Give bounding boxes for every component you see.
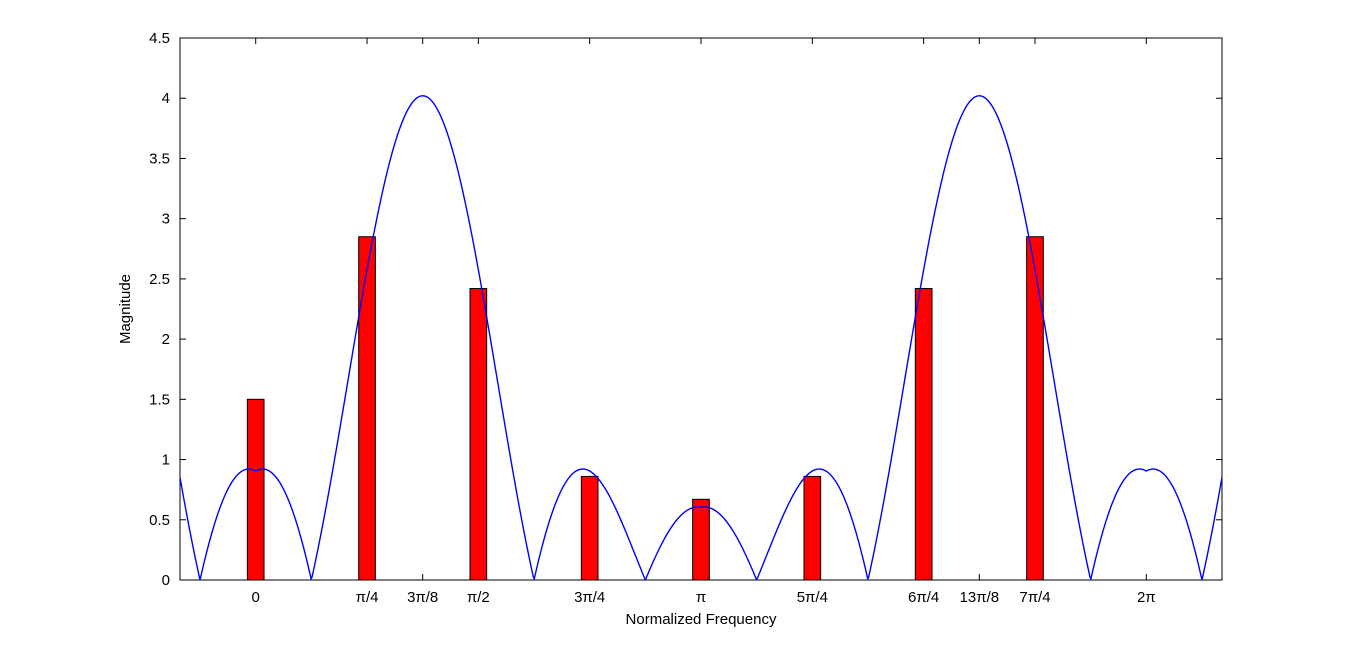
chart-bg xyxy=(0,0,1366,652)
dft-sample-bar xyxy=(359,237,376,580)
x-axis-label: Normalized Frequency xyxy=(626,611,777,628)
dft-sample-bar xyxy=(470,289,487,580)
y-axis-label: Magnitude xyxy=(117,274,134,344)
xtick-label: 3π/8 xyxy=(407,589,438,606)
dft-sample-bar xyxy=(247,399,264,580)
dft-sample-bar xyxy=(804,476,821,580)
ytick-label: 4 xyxy=(162,90,170,107)
ytick-label: 1 xyxy=(162,452,170,469)
xtick-label: 7π/4 xyxy=(1019,589,1050,606)
ytick-label: 2 xyxy=(162,331,170,348)
xtick-label: 2π xyxy=(1137,589,1156,606)
ytick-label: 3 xyxy=(162,211,170,228)
dft-sample-bar xyxy=(915,289,932,580)
xtick-label: 3π/4 xyxy=(574,589,605,606)
xtick-label: 0 xyxy=(252,589,260,606)
xtick-label: 5π/4 xyxy=(797,589,828,606)
ytick-label: 4.5 xyxy=(149,30,170,47)
ytick-label: 0 xyxy=(162,572,170,589)
dft-sample-bar xyxy=(693,499,710,580)
xtick-label: π/4 xyxy=(356,589,379,606)
xtick-label: 13π/8 xyxy=(960,589,1000,606)
dft-sample-bar xyxy=(581,476,598,580)
magnitude-spectrum-chart: 0 0.5 1 1.5 2 2.5 3 3.5 4 4.5 0 π/4 3π/8 π/2 3π/4 π 5π/4… xyxy=(0,0,1366,652)
ytick-label: 3.5 xyxy=(149,150,170,167)
ytick-label: 1.5 xyxy=(149,391,170,408)
dft-sample-bar xyxy=(1027,237,1044,580)
xtick-label: π/2 xyxy=(467,589,490,606)
chart-container: 0 0.5 1 1.5 2 2.5 3 3.5 4 4.5 0 π/4 3π/8 π/2 3π/4 π 5π/4… xyxy=(0,0,1366,652)
xtick-label: 6π/4 xyxy=(908,589,939,606)
ytick-label: 0.5 xyxy=(149,512,170,529)
xtick-label: π xyxy=(696,589,706,606)
ytick-label: 2.5 xyxy=(149,271,170,288)
